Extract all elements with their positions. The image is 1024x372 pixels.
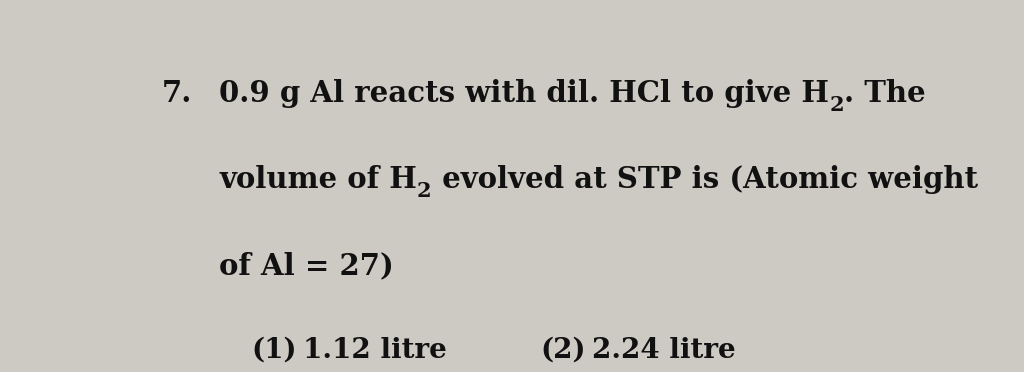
Text: (2): (2) bbox=[541, 337, 586, 364]
Text: of Al = 27): of Al = 27) bbox=[219, 251, 394, 280]
Text: evolved at STP is (Atomic weight: evolved at STP is (Atomic weight bbox=[432, 165, 978, 194]
Text: volume of H: volume of H bbox=[219, 165, 417, 194]
Text: 2.24 litre: 2.24 litre bbox=[592, 337, 736, 364]
Text: 2: 2 bbox=[417, 181, 432, 201]
Text: (1): (1) bbox=[251, 337, 297, 364]
Text: 1.12 litre: 1.12 litre bbox=[303, 337, 446, 364]
Text: 7.: 7. bbox=[162, 79, 191, 108]
Text: 2: 2 bbox=[829, 95, 844, 115]
Text: . The: . The bbox=[844, 79, 926, 108]
Text: 0.9 g Al reacts with dil. HCl to give H: 0.9 g Al reacts with dil. HCl to give H bbox=[219, 79, 829, 108]
